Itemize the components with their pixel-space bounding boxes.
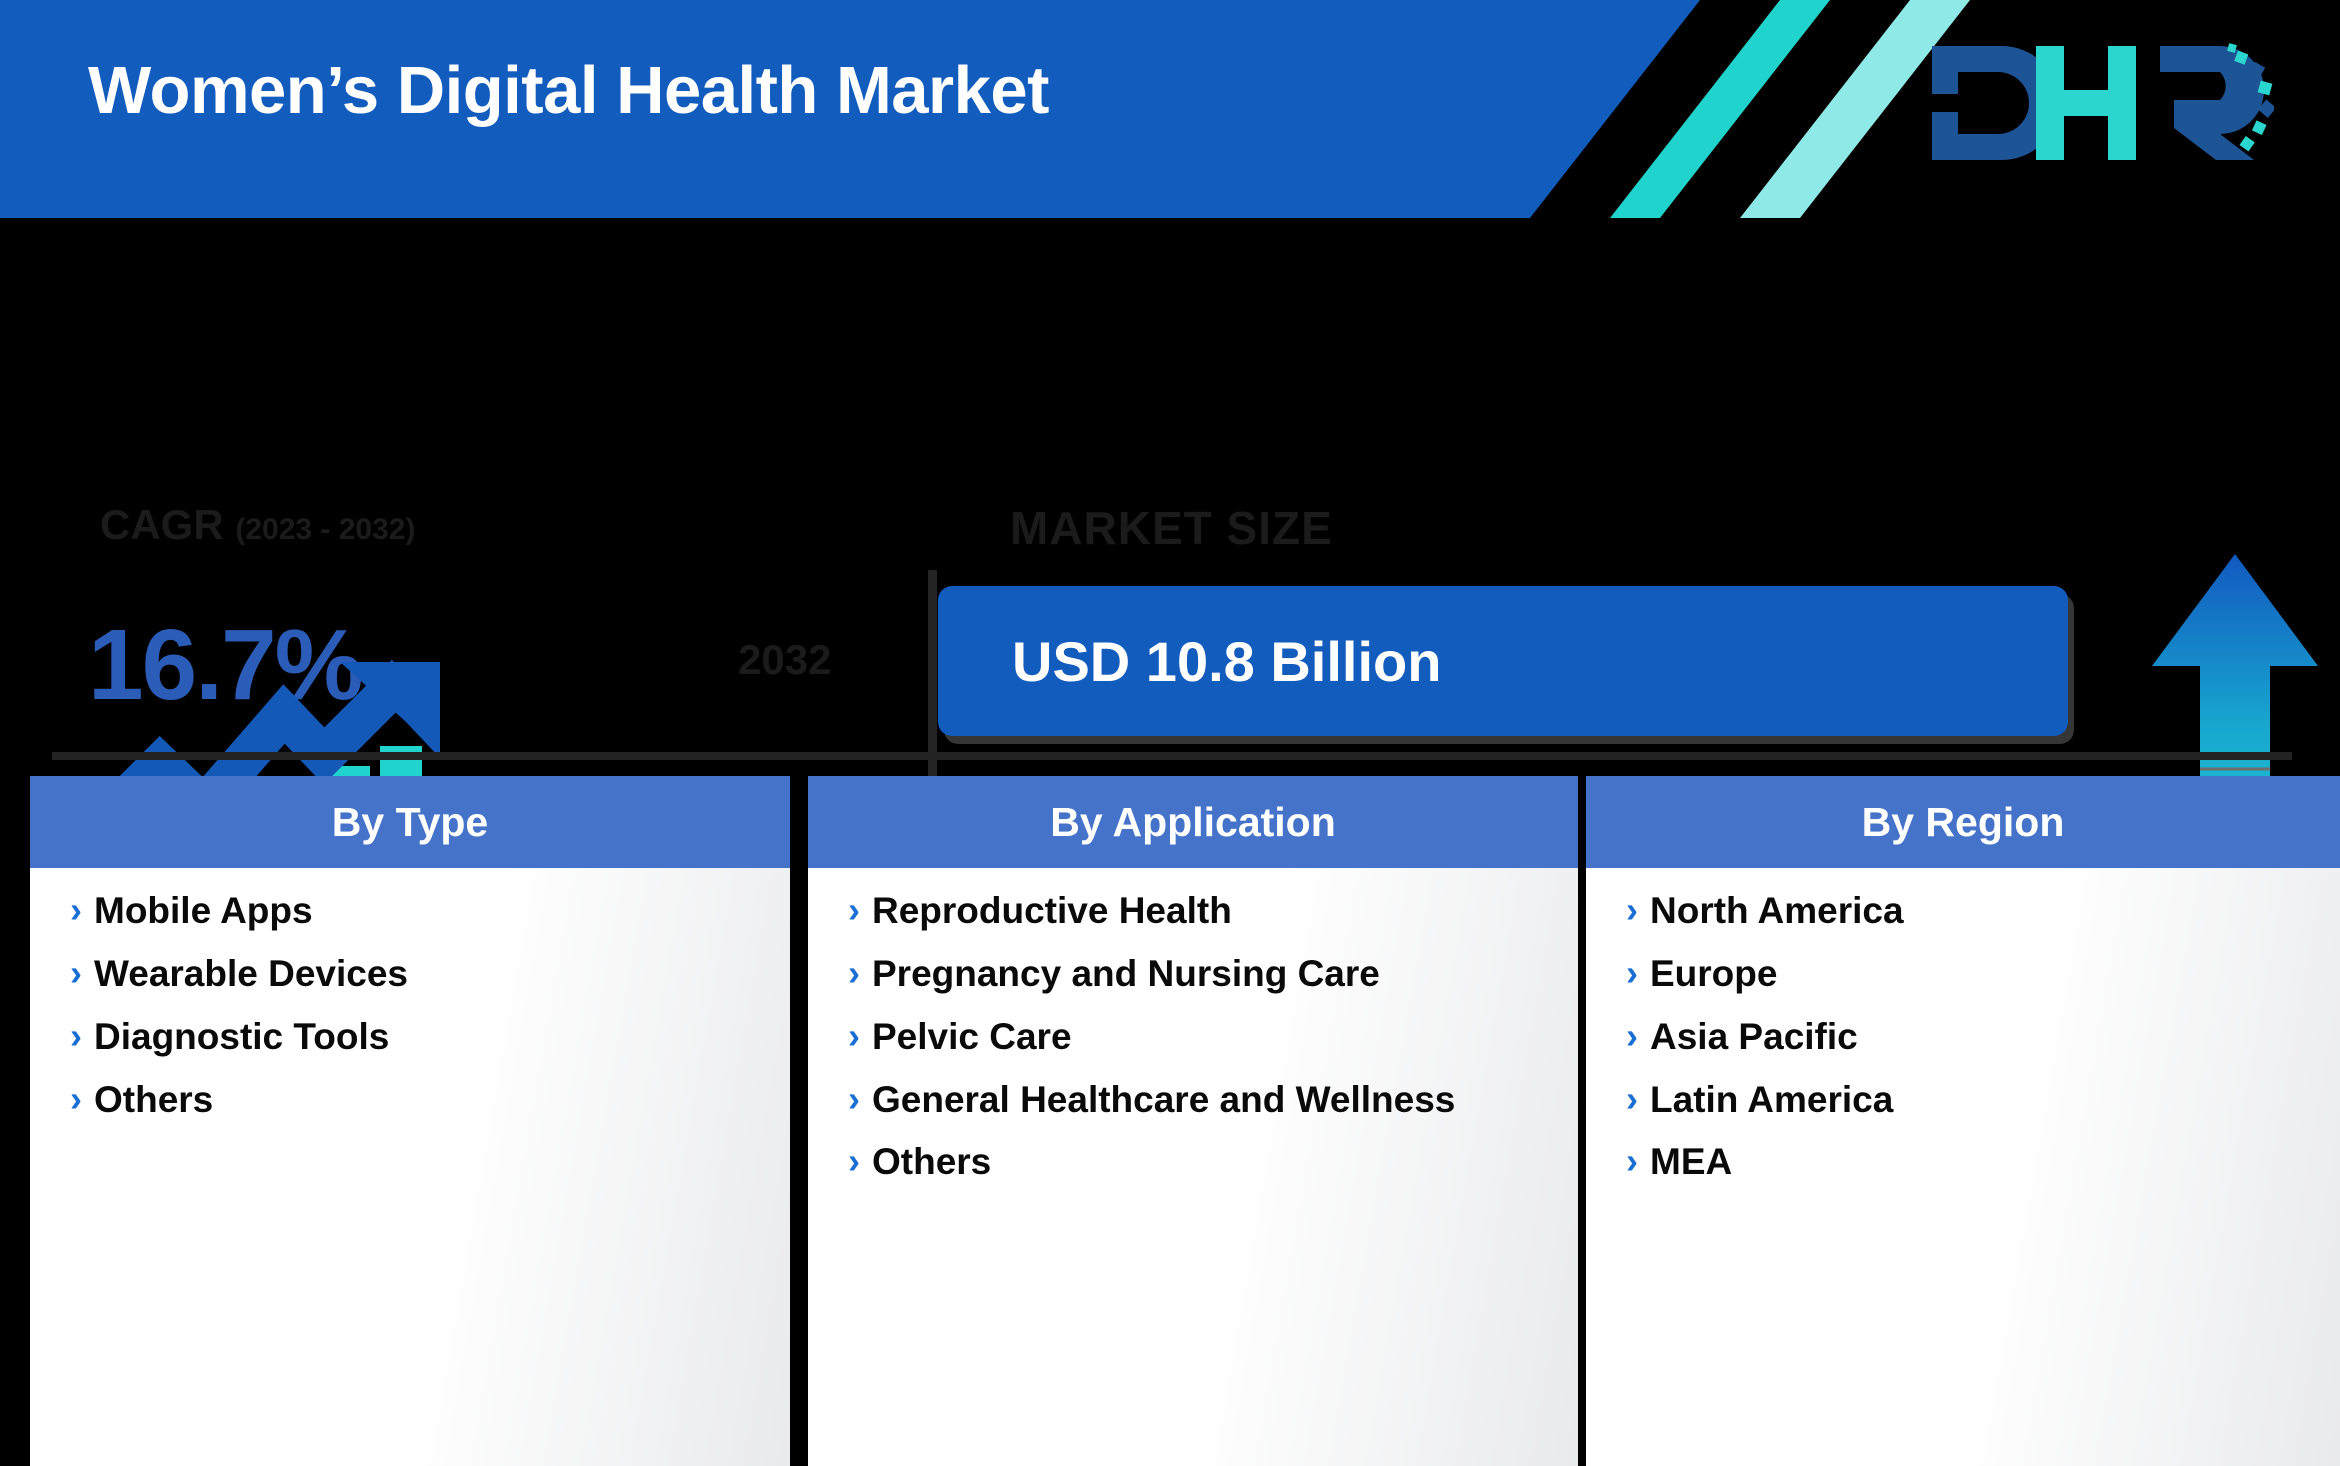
list-item-label: Latin America bbox=[1650, 1078, 1894, 1120]
list-item[interactable]: › Asia Pacific bbox=[1626, 1014, 2340, 1057]
list-item[interactable]: › Latin America bbox=[1626, 1077, 2340, 1120]
panel-header-by-type: By Type bbox=[30, 776, 790, 868]
chevron-right-icon: › bbox=[848, 1014, 860, 1056]
chevron-right-icon: › bbox=[848, 951, 860, 993]
chevron-right-icon: › bbox=[1626, 1077, 1638, 1119]
panel-by-type: By Type › Mobile Apps › Wearable Devices… bbox=[30, 776, 790, 1466]
list-item[interactable]: › MEA bbox=[1626, 1143, 2340, 1182]
list-item[interactable]: › Diagnostic Tools bbox=[70, 1014, 790, 1057]
list-item[interactable]: › General Healthcare and Wellness bbox=[848, 1077, 1578, 1120]
header-blue-band bbox=[0, 0, 1700, 218]
list-item[interactable]: › Europe bbox=[1626, 951, 2340, 994]
list-item[interactable]: › Others bbox=[848, 1143, 1578, 1182]
list-item[interactable]: › Mobile Apps bbox=[70, 889, 790, 931]
market-size-label: MARKET SIZE bbox=[1010, 502, 1333, 554]
panel-by-application: By Application › Reproductive Health › P… bbox=[808, 776, 1578, 1466]
chevron-right-icon: › bbox=[848, 1140, 860, 1182]
list-item[interactable]: › Pelvic Care bbox=[848, 1014, 1578, 1057]
panel-by-region: By Region › North America › Europe › Asi… bbox=[1586, 776, 2340, 1466]
list-item[interactable]: › Others bbox=[70, 1077, 790, 1120]
list-item-label: Others bbox=[872, 1141, 992, 1183]
list-item-label: MEA bbox=[1650, 1141, 1733, 1183]
list-item-label: Asia Pacific bbox=[1650, 1015, 1858, 1057]
chevron-right-icon: › bbox=[70, 889, 82, 930]
panel-title: By Region bbox=[1861, 798, 2065, 845]
panel-title: By Application bbox=[1050, 798, 1336, 845]
list-item[interactable]: › Reproductive Health bbox=[848, 889, 1578, 931]
panel-body-by-type: › Mobile Apps › Wearable Devices › Diagn… bbox=[30, 868, 790, 1466]
chevron-right-icon: › bbox=[848, 1077, 860, 1119]
chart-axis-line bbox=[928, 570, 937, 952]
cagr-period: (2023 - 2032) bbox=[235, 513, 416, 546]
list-item-label: North America bbox=[1650, 890, 1904, 931]
panel-header-by-application: By Application bbox=[808, 776, 1578, 868]
list-item[interactable]: › Wearable Devices bbox=[70, 951, 790, 994]
chevron-right-icon: › bbox=[1626, 1140, 1638, 1182]
chevron-right-icon: › bbox=[70, 1077, 82, 1119]
chevron-right-icon: › bbox=[1626, 1014, 1638, 1056]
cagr-value: 16.7% bbox=[88, 609, 364, 721]
page-title: Women’s Digital Health Market bbox=[88, 53, 1049, 128]
cagr-label: CAGR (2023 - 2032) bbox=[100, 501, 415, 549]
dhr-logo bbox=[1924, 38, 2277, 168]
chevron-right-icon: › bbox=[70, 1014, 82, 1056]
list-item-label: Diagnostic Tools bbox=[94, 1015, 390, 1057]
list-item-label: Pregnancy and Nursing Care bbox=[872, 952, 1380, 994]
panel-title: By Type bbox=[331, 798, 489, 845]
list-item-label: General Healthcare and Wellness bbox=[872, 1078, 1456, 1120]
list-item-label: Reproductive Health bbox=[872, 890, 1232, 931]
segmentation-panels: By Type › Mobile Apps › Wearable Devices… bbox=[0, 776, 2340, 1466]
bar-year-label-2032: 2032 bbox=[738, 636, 832, 683]
chevron-right-icon: › bbox=[1626, 951, 1638, 993]
chevron-right-icon: › bbox=[848, 889, 860, 930]
panel-header-by-region: By Region bbox=[1586, 776, 2340, 868]
market-size-bar-2032: USD 10.8 Billion bbox=[938, 586, 2068, 736]
chevron-right-icon: › bbox=[1626, 889, 1638, 930]
list-item[interactable]: › Pregnancy and Nursing Care bbox=[848, 951, 1578, 994]
list-item-label: Others bbox=[94, 1078, 214, 1120]
section-divider bbox=[52, 752, 2292, 760]
stats-section: CAGR (2023 - 2032) 16.7% MARKET SIZE 203… bbox=[0, 218, 2340, 952]
panel-body-by-region: › North America › Europe › Asia Pacific … bbox=[1586, 868, 2340, 1466]
list-item-label: Europe bbox=[1650, 952, 1778, 994]
market-size-value-2032: USD 10.8 Billion bbox=[1012, 629, 1442, 693]
cagr-label-text: CAGR bbox=[100, 501, 224, 548]
page-header: Women’s Digital Health Market bbox=[0, 0, 2340, 218]
list-item[interactable]: › North America bbox=[1626, 889, 2340, 931]
chevron-right-icon: › bbox=[70, 951, 82, 993]
list-item-label: Wearable Devices bbox=[94, 952, 409, 994]
panel-body-by-application: › Reproductive Health › Pregnancy and Nu… bbox=[808, 868, 1578, 1466]
trend-up-arrow-icon bbox=[81, 658, 508, 858]
list-item-label: Pelvic Care bbox=[872, 1015, 1072, 1057]
list-item-label: Mobile Apps bbox=[94, 890, 313, 931]
